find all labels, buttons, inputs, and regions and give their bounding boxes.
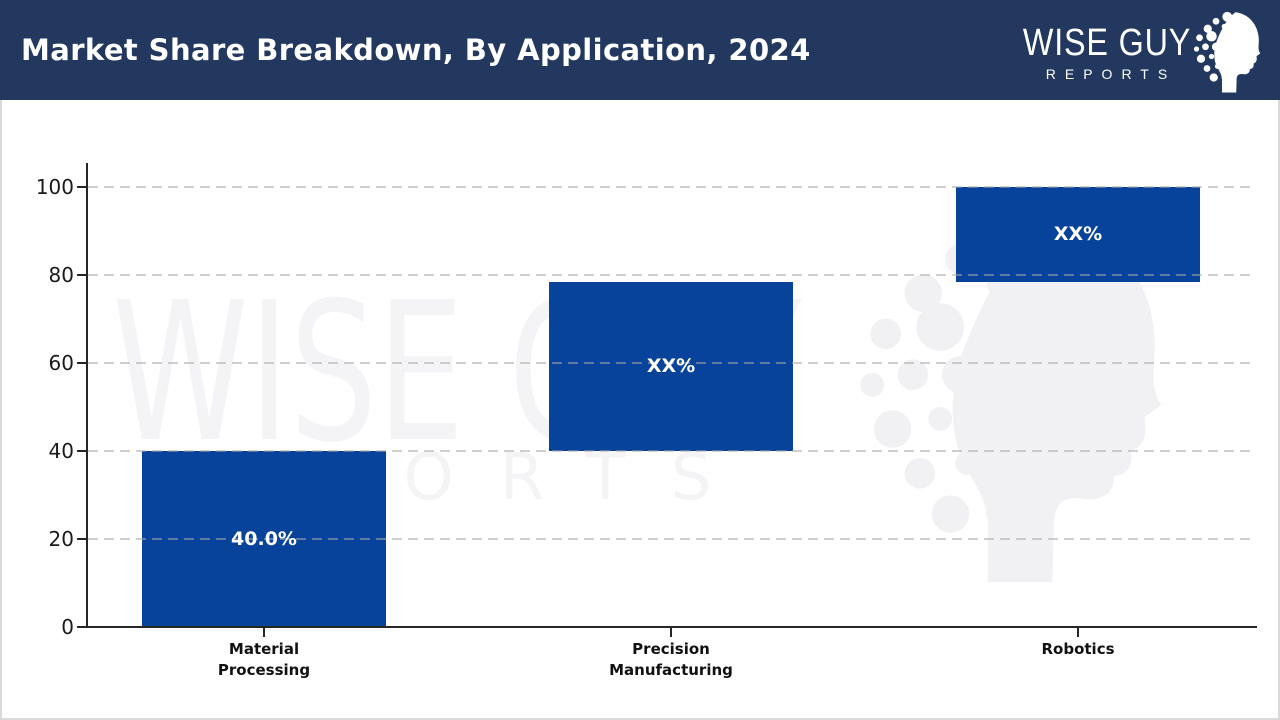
x-axis [86, 626, 1257, 628]
logo-head-icon [1190, 10, 1266, 94]
category-label-robotics: Robotics [938, 639, 1218, 660]
category-label-precision-manufacturing: Precision Manufacturing [531, 639, 811, 681]
category-label-line: Material [228, 640, 300, 658]
category-label-line: Robotics [1041, 640, 1115, 658]
watermark-subtitle: REPORTS [142, 441, 758, 515]
logo-wordmark: WISE GUY [1022, 22, 1192, 64]
gridline-100 [88, 186, 1254, 188]
y-tick-label-100: 100 [35, 175, 74, 199]
y-tick-label-0: 0 [61, 615, 74, 639]
y-tick-label-20: 20 [48, 527, 74, 551]
watermark-head-icon [845, 208, 1185, 589]
category-label-line: Precision [632, 640, 710, 658]
y-tick-label-40: 40 [48, 439, 74, 463]
category-label-line: Manufacturing [609, 661, 733, 679]
page-border-left [0, 100, 2, 720]
y-tick-label-80: 80 [48, 263, 74, 287]
y-axis [86, 163, 88, 628]
x-tick-mark-material-processing [263, 628, 265, 637]
page-title: Market Share Breakdown, By Application, … [21, 33, 811, 67]
bar-value-label-material-processing: 40.0% [231, 528, 297, 550]
logo-subtitle: REPORTS [1045, 66, 1177, 82]
x-tick-mark-precision-manufacturing [670, 628, 672, 637]
category-label-line: Processing [217, 661, 311, 679]
y-tick-label-60: 60 [48, 351, 74, 375]
x-tick-mark-robotics [1077, 628, 1079, 637]
brand-logo: WISE GUY REPORTS [1008, 10, 1266, 94]
page-border-right [1278, 100, 1280, 720]
page-border-bottom [0, 718, 1280, 720]
header: Market Share Breakdown, By Application, … [0, 0, 1280, 100]
category-label-material-processing: Material Processing [124, 639, 404, 681]
logo-text: WISE GUY REPORTS [1008, 24, 1206, 82]
